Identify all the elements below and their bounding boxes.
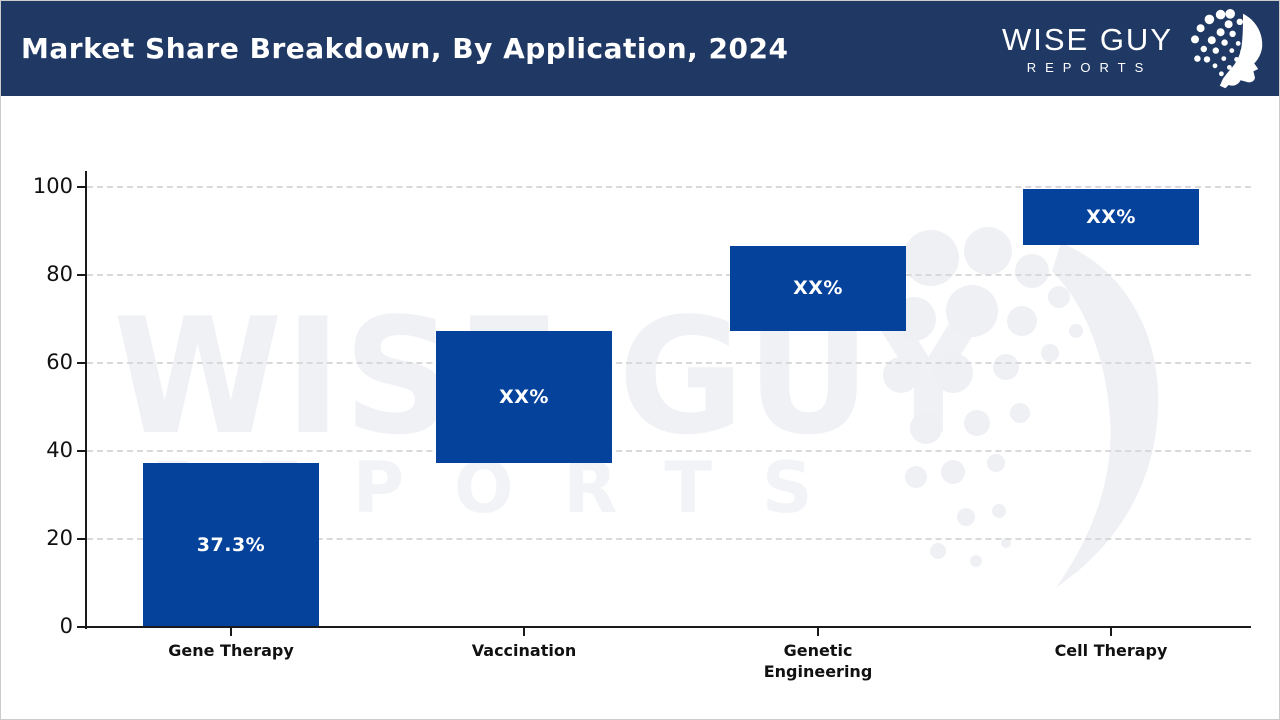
watermark-face-icon — [883, 227, 1159, 588]
y-tick-label-80: 80 — [46, 262, 73, 286]
bar-cell-therapy: XX% — [1023, 189, 1199, 246]
bar-value-label: XX% — [793, 277, 843, 300]
category-label-text: Cell Therapy — [1054, 641, 1168, 660]
category-label-2: Genetic Engineering — [718, 641, 918, 683]
y-tick-label-0: 0 — [59, 614, 73, 638]
y-tick-100 — [77, 186, 86, 188]
brand-logo: WISE GUY REPORTS — [1002, 7, 1267, 91]
gridline-100 — [87, 186, 1251, 188]
y-axis-line — [85, 171, 87, 629]
y-tick-60 — [77, 362, 86, 364]
brand-face-icon — [1191, 9, 1263, 89]
x-tick-1 — [523, 628, 525, 636]
y-tick-20 — [77, 538, 86, 540]
x-tick-2 — [817, 628, 819, 636]
brand-name: WISE GUY — [1001, 22, 1173, 58]
y-tick-0 — [77, 626, 86, 628]
y-tick-label-40: 40 — [46, 438, 73, 462]
x-tick-0 — [230, 628, 232, 636]
category-label-1: Vaccination — [424, 641, 624, 662]
page-title: Market Share Breakdown, By Application, … — [21, 32, 789, 65]
category-label-text: Vaccination — [471, 641, 577, 660]
category-label-0: Gene Therapy — [131, 641, 331, 662]
category-label-text: Gene Therapy — [168, 641, 294, 660]
category-label-3: Cell Therapy — [1011, 641, 1211, 662]
brand-subname: REPORTS — [1026, 59, 1153, 75]
bar-genetic-engineering: XX% — [730, 245, 906, 331]
header-bar: Market Share Breakdown, By Application, … — [1, 1, 1279, 96]
y-tick-80 — [77, 274, 86, 276]
y-tick-label-20: 20 — [46, 526, 73, 550]
x-tick-3 — [1110, 628, 1112, 636]
bar-value-label: XX% — [499, 385, 549, 408]
y-tick-40 — [77, 450, 86, 452]
y-tick-label-60: 60 — [46, 350, 73, 374]
bar-value-label: 37.3% — [196, 533, 266, 556]
category-label-text: Genetic Engineering — [763, 641, 873, 681]
bar-gene-therapy: 37.3% — [143, 462, 319, 627]
bar-vaccination: XX% — [436, 330, 612, 463]
brand-logo-text: WISE GUY REPORTS — [1001, 22, 1173, 75]
gridline-40 — [87, 450, 1251, 452]
y-tick-label-100: 100 — [32, 174, 73, 198]
gridline-60 — [87, 362, 1251, 364]
x-axis-line — [85, 626, 1251, 628]
gridline-80 — [87, 274, 1251, 276]
bar-value-label: XX% — [1086, 206, 1136, 229]
gridline-20 — [87, 538, 1251, 540]
